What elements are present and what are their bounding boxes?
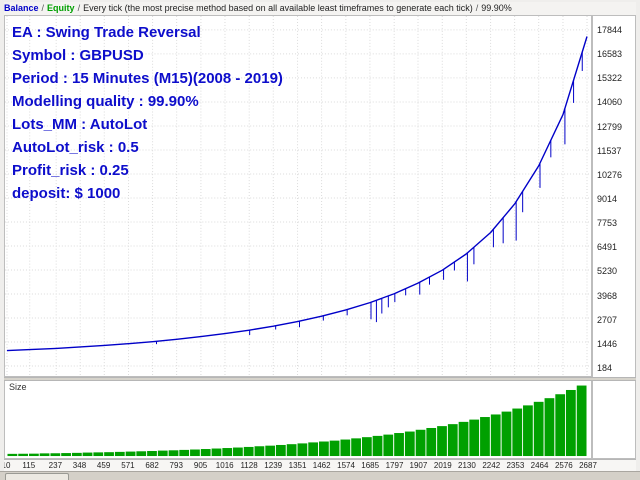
legend-separator: / [77,3,81,13]
x-axis-label: 1907 [409,461,428,470]
equity-legend-label: Equity [47,3,75,13]
y-axis-label: 14060 [597,97,623,108]
x-axis-label: 2464 [530,461,549,470]
y-axis-label: 17844 [597,25,623,35]
lot-size-histogram [7,385,587,457]
y-axis-label: 184 [597,363,613,373]
x-axis-label: 905 [193,461,208,470]
x-axis-label: 459 [96,461,111,470]
size-panel-label: Size [9,382,27,392]
graph-tab[interactable] [5,473,69,480]
y-axis-labels: 17844 16583 15322 14060 12799 11537 10276 9014 7… [592,15,636,459]
x-axis-label: 115 [22,461,36,470]
y-axis-label: 12799 [597,121,623,132]
size-panel: Size [4,381,592,459]
panel-divider [4,377,636,381]
chart-legend: Balance / Equity / Every tick (the most prec… [4,2,636,15]
bottom-tab-bar [0,471,640,480]
x-axis-label: 1574 [337,461,355,470]
x-axis-label: 2576 [554,461,573,470]
y-axis-label: 7753 [597,218,618,229]
x-axis-label: 571 [121,461,135,470]
modelling-quality-value: 99.90% [481,3,512,13]
y-axis-label: 6491 [597,242,618,253]
legend-separator: / [41,3,45,13]
equity-chart-plot[interactable]: EA : Swing Trade Reversal Symbol : GBPUS… [4,15,592,377]
x-axis-label: 237 [48,461,63,470]
x-axis-label: 1016 [215,461,234,470]
x-axis-label: 348 [72,461,87,470]
x-axis-label: 2353 [506,461,525,470]
legend-separator: / [475,3,479,13]
y-axis-label: 1446 [597,338,618,349]
x-axis-label: 1128 [240,461,258,470]
x-axis-label: 1685 [361,461,380,470]
equity-curve-chart [5,16,591,376]
x-axis-label: 2130 [457,461,476,470]
y-axis-label: 10276 [597,169,623,180]
y-axis-label: 15322 [597,73,623,84]
y-axis-label: 2707 [597,314,618,325]
x-axis-label: 1351 [288,461,307,470]
x-axis-label: 2687 [579,461,597,470]
x-axis-label: 1239 [264,461,283,470]
x-axis-label: 2242 [482,461,501,470]
tick-method-text: Every tick (the most precise method base… [83,3,473,13]
balance-legend-label: Balance [4,3,39,13]
x-axis-label: 10 [4,461,11,470]
x-axis-label: 793 [169,461,183,470]
x-axis-labels: 10 115 237 348 459 571 682 793 905 1016 1128 1239 13… [4,459,636,471]
y-axis-label: 3968 [597,290,618,301]
x-axis-label: 2019 [433,461,452,470]
x-axis-label: 1462 [312,461,331,470]
y-axis-label: 9014 [597,194,618,204]
x-axis-label: 682 [145,461,159,470]
y-axis-label: 5230 [597,266,618,277]
y-axis-label: 11537 [597,145,622,156]
y-axis-label: 16583 [597,49,623,60]
x-axis-label: 1797 [385,461,404,470]
